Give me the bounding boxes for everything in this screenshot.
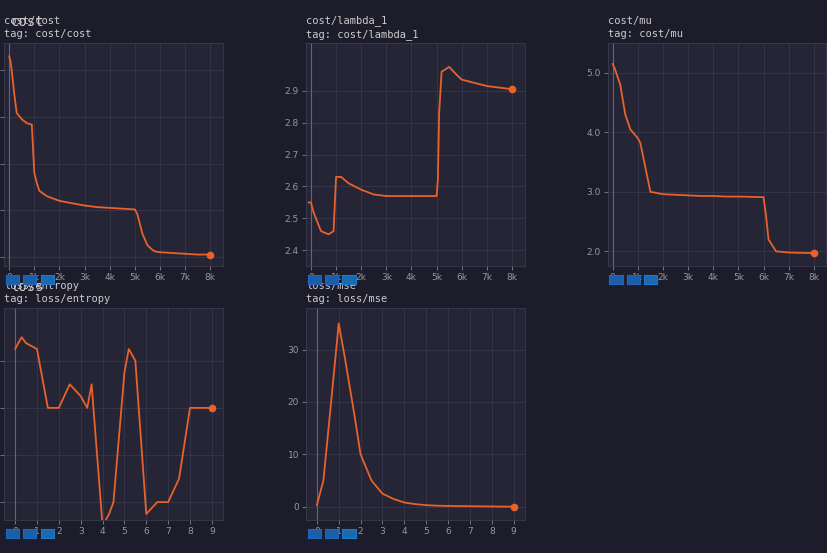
Text: loss/entropy
tag: loss/entropy: loss/entropy tag: loss/entropy xyxy=(4,281,110,304)
Text: loss: loss xyxy=(11,280,44,294)
Text: cost: cost xyxy=(11,15,44,29)
Text: cost/cost
tag: cost/cost: cost/cost tag: cost/cost xyxy=(4,16,92,39)
Text: cost/mu
tag: cost/mu: cost/mu tag: cost/mu xyxy=(607,16,681,39)
Text: cost/lambda_1
tag: cost/lambda_1: cost/lambda_1 tag: cost/lambda_1 xyxy=(305,15,418,40)
Text: loss/mse
tag: loss/mse: loss/mse tag: loss/mse xyxy=(305,281,387,304)
